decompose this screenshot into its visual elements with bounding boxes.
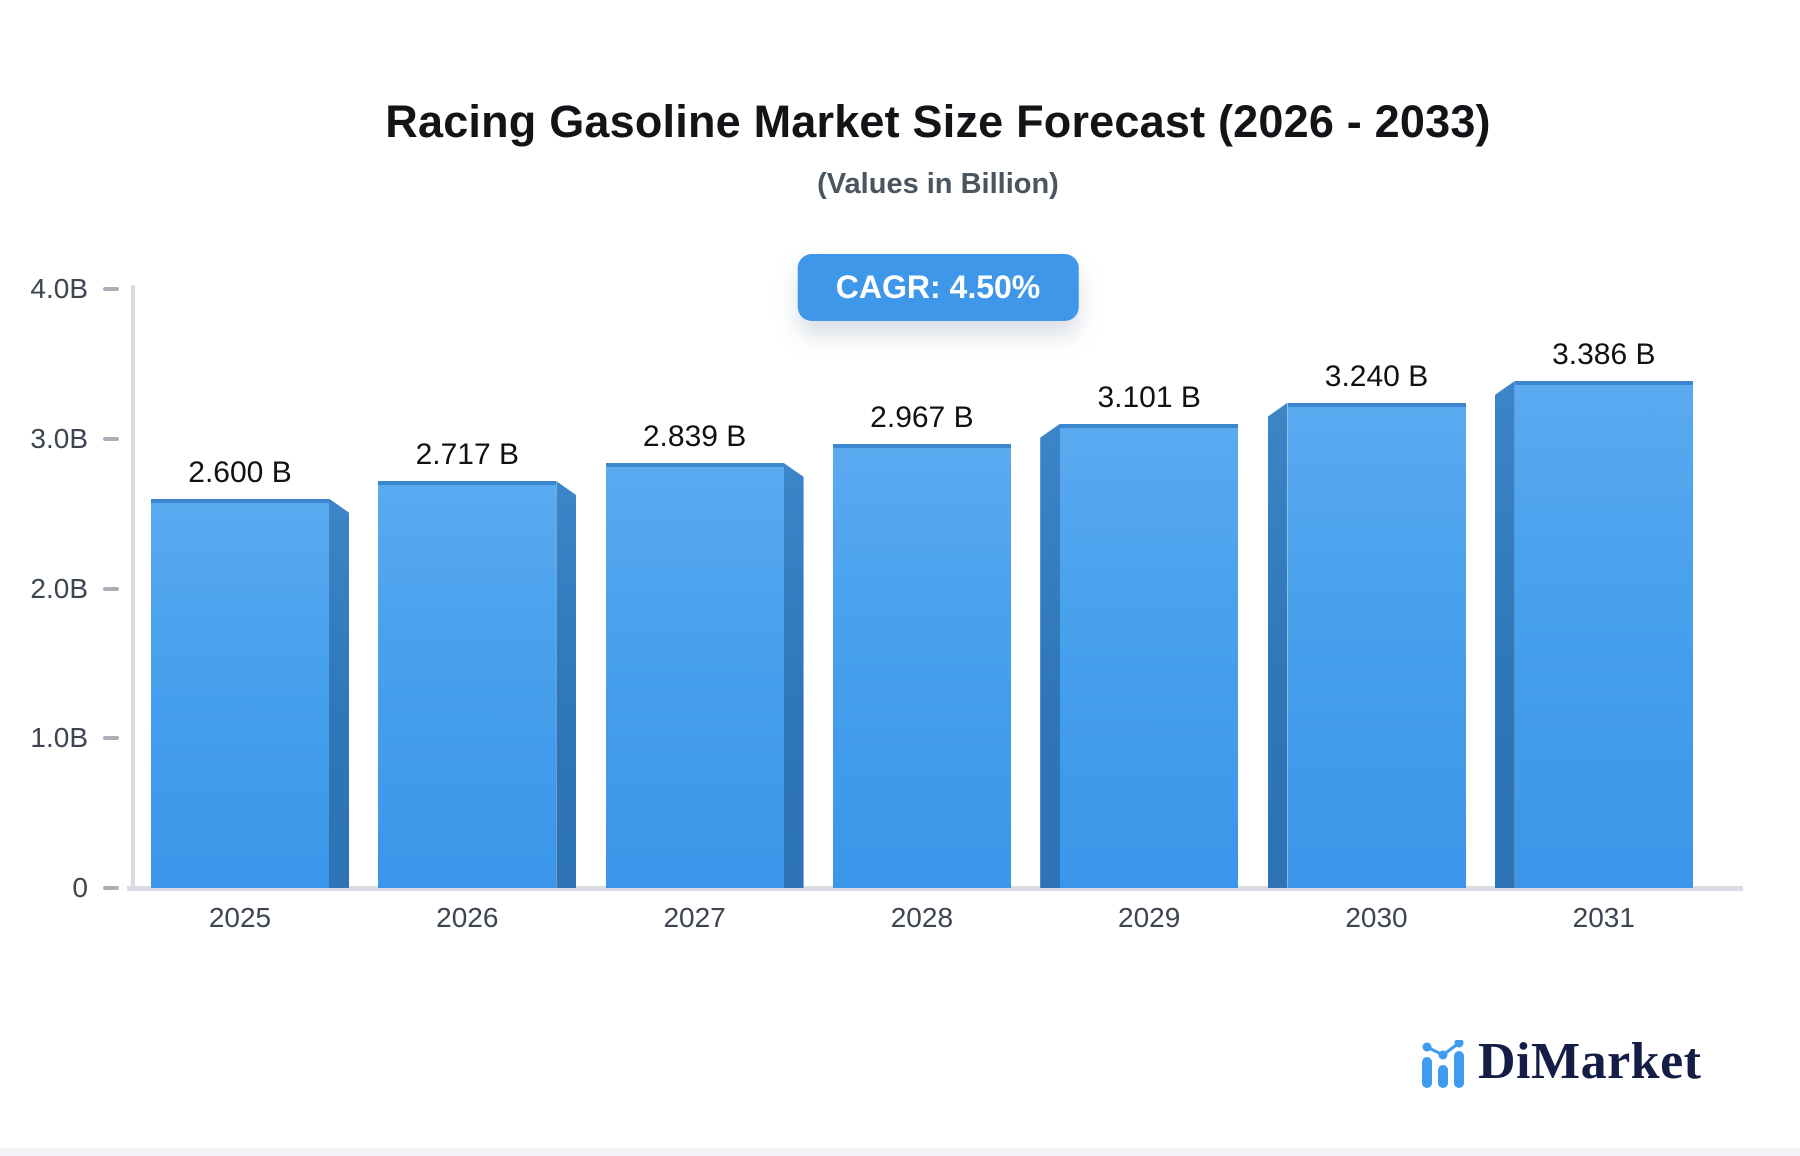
bar-2031 (1514, 380, 1693, 888)
bar-value-label: 3.101 B (1097, 380, 1201, 414)
y-axis-label: 1.0B (30, 722, 88, 754)
bar-2026 (378, 481, 557, 888)
x-axis-label: 2026 (436, 902, 499, 933)
bar-3d-side-2025 (329, 498, 349, 888)
bar-2027 (605, 462, 784, 888)
bar-2030 (1287, 402, 1466, 888)
dimarket-logo: DiMarket (1420, 1036, 1701, 1088)
cagr-badge: CAGR: 4.50% (797, 254, 1079, 321)
y-tick-dash (103, 736, 119, 741)
chart-title: Racing Gasoline Market Size Forecast (20… (385, 96, 1491, 147)
y-axis-label: 3.0B (30, 422, 88, 454)
x-axis-label: 2028 (890, 902, 954, 933)
bar-2029 (1060, 423, 1239, 888)
bar-value-label: 2.839 B (642, 419, 747, 453)
y-axis-label: 0 (72, 872, 88, 903)
bar-2028 (832, 443, 1011, 888)
brand-name: DiMarket (1478, 1033, 1702, 1090)
y-tick-dash (103, 436, 119, 441)
y-tick-dash (103, 886, 119, 890)
y-tick-dash (103, 287, 119, 291)
bar-value-label: 2.600 B (188, 455, 292, 489)
bar-3d-side-2029 (1040, 423, 1061, 888)
bar-3d-side-2030 (1267, 402, 1288, 888)
bar-3d-side-2031 (1494, 380, 1515, 888)
bar-2025 (151, 498, 329, 888)
x-axis-label: 2025 (208, 902, 272, 933)
bar-3d-side-2027 (783, 462, 804, 888)
bar-value-label: 3.240 B (1324, 359, 1429, 393)
bar-3d-side-2026 (556, 481, 577, 888)
y-tick-dash (103, 586, 119, 591)
bar-value-label: 2.717 B (415, 438, 519, 472)
chart-subtitle: (Values in Billion) (817, 168, 1059, 200)
x-axis-baseline (127, 886, 1743, 891)
x-axis-label: 2027 (663, 902, 726, 933)
footer-strip (0, 1148, 1800, 1156)
y-axis-label: 2.0B (30, 572, 88, 604)
bar-value-label: 2.967 B (870, 400, 974, 434)
x-axis-label: 2029 (1118, 902, 1181, 933)
bar-value-label: 3.386 B (1552, 337, 1656, 371)
bar-chart-trend-icon (1422, 1040, 1464, 1088)
y-axis-label: 4.0B (30, 273, 88, 304)
x-axis-label: 2031 (1572, 902, 1635, 933)
x-axis-label: 2030 (1345, 902, 1408, 933)
y-axis-line (131, 285, 135, 890)
